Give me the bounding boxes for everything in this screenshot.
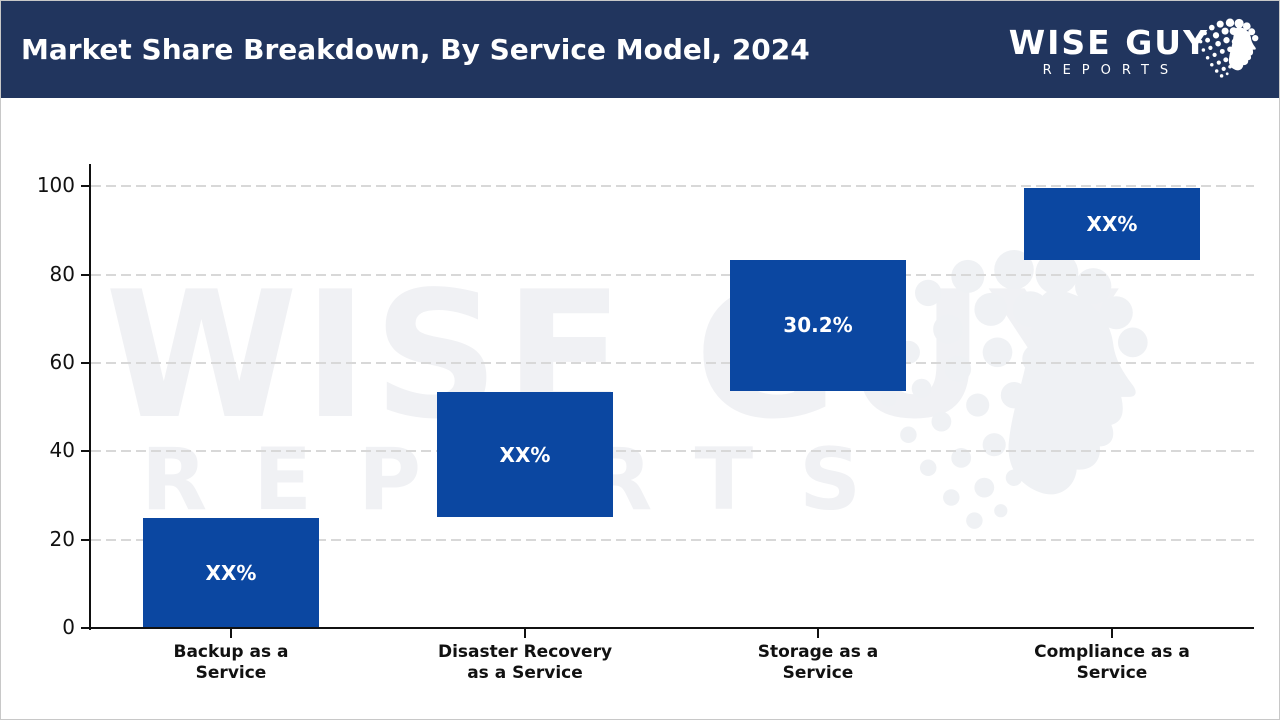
- gridline: [91, 450, 1254, 453]
- brand-tagline: REPORTS: [1042, 62, 1180, 78]
- header-bar: Market Share Breakdown, By Service Model…: [1, 1, 1279, 98]
- x-axis-line: [85, 627, 1254, 629]
- y-tick: [81, 450, 89, 453]
- brand-name: WISE GUY: [1008, 22, 1209, 62]
- bar-value-label: XX%: [499, 442, 551, 467]
- bar: XX%: [437, 392, 613, 518]
- brand-face-dots-icon: [1198, 18, 1259, 78]
- y-tick-label: 80: [49, 261, 75, 286]
- y-tick-label: 100: [36, 173, 75, 198]
- y-tick: [81, 273, 89, 276]
- y-tick: [81, 185, 89, 188]
- bar: XX%: [143, 517, 319, 628]
- y-tick-label: 0: [62, 615, 75, 639]
- y-tick-label: 40: [49, 438, 75, 463]
- x-category-label: Disaster Recovery as a Service: [437, 642, 613, 684]
- page-title: Market Share Breakdown, By Service Model…: [21, 33, 810, 66]
- x-tick: [1111, 629, 1113, 638]
- bar-value-label: XX%: [1086, 211, 1138, 236]
- x-category-label: Backup as a Service: [173, 642, 289, 684]
- x-category-label: Compliance as a Service: [1034, 642, 1190, 684]
- bar: XX%: [1024, 187, 1200, 260]
- y-tick-label: 60: [49, 350, 75, 375]
- x-tick: [230, 629, 232, 638]
- y-tick-label: 20: [49, 526, 75, 551]
- y-axis-line: [89, 164, 91, 630]
- y-tick: [81, 538, 89, 541]
- x-tick: [817, 629, 819, 638]
- y-tick: [81, 627, 89, 629]
- bar-value-label: XX%: [205, 560, 257, 585]
- x-category-label: Storage as a Service: [757, 642, 879, 684]
- gridline: [91, 362, 1254, 365]
- bar-value-label: 30.2%: [783, 313, 853, 338]
- gridline: [91, 185, 1254, 188]
- bar: 30.2%: [730, 260, 906, 391]
- y-tick: [81, 362, 89, 365]
- brand-logo-text: WISE GUY REPORTS: [1009, 23, 1209, 78]
- gridline: [91, 273, 1254, 276]
- brand-logo: WISE GUY REPORTS: [1009, 11, 1265, 89]
- gridline: [91, 538, 1254, 541]
- x-tick: [524, 629, 526, 638]
